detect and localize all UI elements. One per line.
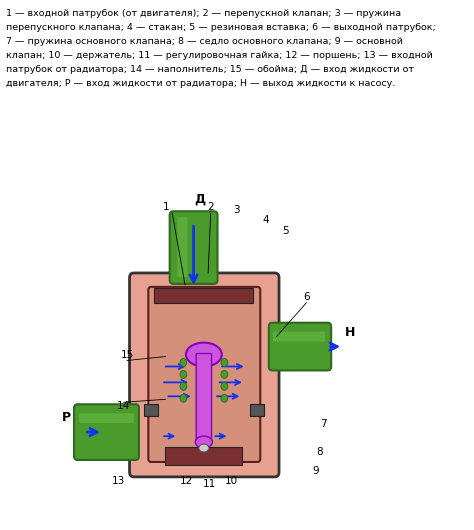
- Text: 15: 15: [120, 349, 134, 359]
- Text: 10: 10: [225, 476, 238, 486]
- Bar: [155, 288, 254, 303]
- Text: клапан; 10 — держатель; 11 — регулировочная гайка; 12 — поршень; 13 — входной: клапан; 10 — держатель; 11 — регулировоч…: [6, 51, 433, 60]
- Text: Д: Д: [194, 192, 205, 205]
- Circle shape: [180, 382, 187, 390]
- Text: 13: 13: [112, 476, 125, 486]
- Circle shape: [180, 358, 187, 366]
- Text: Р: Р: [62, 411, 71, 424]
- Text: 7: 7: [320, 419, 327, 429]
- Bar: [250, 404, 264, 416]
- Circle shape: [180, 370, 187, 378]
- Text: 11: 11: [202, 479, 216, 489]
- FancyBboxPatch shape: [269, 323, 331, 370]
- FancyBboxPatch shape: [74, 404, 139, 460]
- Circle shape: [180, 394, 187, 402]
- Circle shape: [221, 370, 228, 378]
- Circle shape: [221, 394, 228, 402]
- Text: 3: 3: [233, 205, 240, 215]
- Circle shape: [221, 358, 228, 366]
- Text: патрубок от радиатора; 14 — наполнитель; 15 — обойма; Д — вход жидкости от: патрубок от радиатора; 14 — наполнитель;…: [6, 65, 414, 74]
- FancyBboxPatch shape: [79, 413, 134, 423]
- FancyBboxPatch shape: [273, 332, 325, 342]
- Text: 12: 12: [180, 476, 193, 486]
- FancyBboxPatch shape: [196, 354, 211, 443]
- FancyBboxPatch shape: [177, 217, 188, 277]
- Text: 6: 6: [303, 292, 310, 302]
- Bar: [144, 404, 158, 416]
- Text: 14: 14: [117, 401, 130, 411]
- Text: 9: 9: [312, 466, 319, 476]
- Text: 4: 4: [262, 215, 269, 225]
- FancyBboxPatch shape: [129, 273, 279, 477]
- Text: 1 — входной патрубок (от двигателя); 2 — перепускной клапан; 3 — пружина: 1 — входной патрубок (от двигателя); 2 —…: [6, 10, 401, 19]
- Bar: [165, 447, 242, 465]
- Ellipse shape: [195, 436, 212, 448]
- Text: 7 — пружина основного клапана; 8 — седло основного клапана; 9 — основной: 7 — пружина основного клапана; 8 — седло…: [6, 37, 402, 46]
- Text: Н: Н: [345, 325, 355, 339]
- Text: 8: 8: [316, 447, 322, 457]
- Text: двигателя; Р — вход жидкости от радиатора; Н — выход жидкости к насосу.: двигателя; Р — вход жидкости от радиатор…: [6, 79, 395, 88]
- Circle shape: [221, 382, 228, 390]
- Ellipse shape: [199, 444, 209, 452]
- Text: 5: 5: [283, 226, 289, 236]
- Text: перепускного клапана; 4 — стакан; 5 — резиновая вставка; 6 — выходной патрубок;: перепускного клапана; 4 — стакан; 5 — ре…: [6, 23, 436, 32]
- FancyBboxPatch shape: [170, 211, 218, 284]
- Text: 1: 1: [163, 202, 170, 213]
- Text: 2: 2: [208, 202, 214, 213]
- FancyBboxPatch shape: [148, 287, 260, 462]
- Ellipse shape: [186, 342, 222, 366]
